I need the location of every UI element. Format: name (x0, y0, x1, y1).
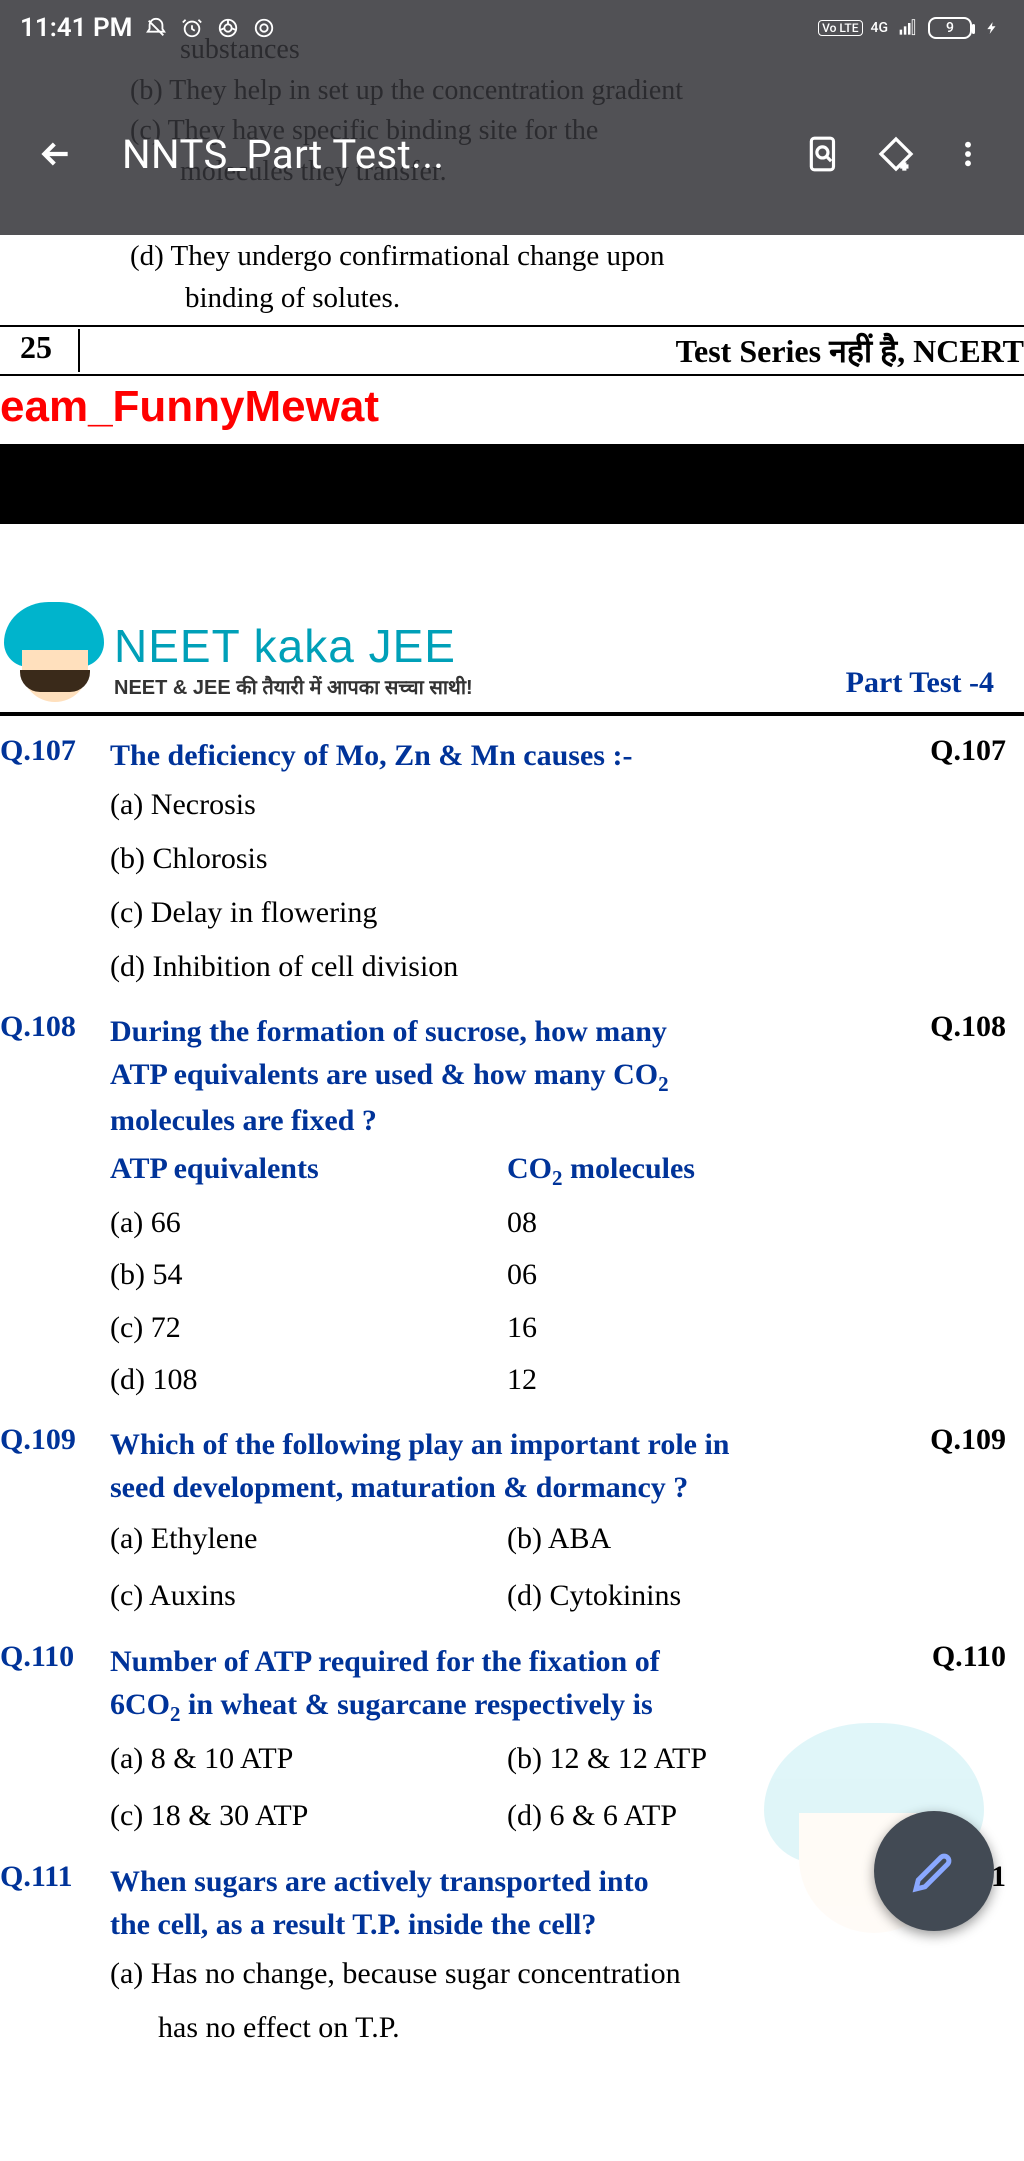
question-109: Q.109 Which of the following play an imp… (0, 1415, 1024, 1632)
volte-icon: Vo LTE (818, 20, 862, 36)
status-time: 11:41 PM (20, 13, 132, 43)
chrome-icon (216, 16, 240, 40)
option-a: (a) 66 (110, 1197, 507, 1250)
page-number: 25 (0, 329, 80, 372)
option-a: (a) Necrosis (110, 778, 904, 832)
charging-icon (980, 16, 1004, 40)
column-header: CO2 molecules (507, 1143, 904, 1197)
back-icon[interactable] (32, 130, 80, 178)
option-c: (c) Auxins (110, 1567, 507, 1624)
column-header: ATP equivalents (110, 1143, 507, 1197)
question-stem: Which of the following play an important… (110, 1423, 909, 1510)
option-d: (d) 108 (110, 1354, 507, 1407)
status-bar: 11:41 PM Vo LTE 4G 9 (0, 0, 1024, 55)
part-test-label: Part Test -4 (846, 666, 1014, 700)
question-side-number: Q.107 (909, 734, 1014, 768)
question-stem: During the formation of sucrose, how man… (110, 1010, 909, 1143)
doc-below-bar: (d) They undergo confirmational change u… (0, 235, 1024, 524)
brand-logo-icon (10, 610, 100, 700)
dnd-icon (144, 16, 168, 40)
option-c: (c) 18 & 30 ATP (110, 1787, 507, 1844)
option-b: (b) Chlorosis (110, 832, 904, 886)
question-number: Q.108 (0, 1010, 110, 1044)
option-value: 06 (507, 1249, 904, 1302)
mark-add-icon[interactable] (872, 130, 920, 178)
question-107: Q.107 The deficiency of Mo, Zn & Mn caus… (0, 726, 1024, 1002)
sync-icon (252, 16, 276, 40)
test-series-label: Test Series नहीं है, NCERT (676, 329, 1024, 372)
brand-title: NEET kaka JEE (114, 619, 473, 673)
option-a: (a) Has no change, because sugar concent… (110, 1947, 904, 2055)
brand-header: NEET kaka JEE NEET & JEE की तैयारी में आ… (0, 590, 1024, 708)
option-value: 16 (507, 1302, 904, 1355)
option-a: (a) 8 & 10 ATP (110, 1730, 507, 1787)
question-side-number: Q.110 (909, 1640, 1014, 1674)
question-number: Q.111 (0, 1860, 110, 1894)
divider (0, 712, 1024, 716)
page-gap (0, 444, 1024, 524)
question-number: Q.107 (0, 734, 110, 768)
doc-line: binding of solutes. (0, 277, 1024, 319)
alarm-icon (180, 16, 204, 40)
question-stem: When sugars are actively transported int… (110, 1860, 909, 1947)
option-c: (c) Delay in flowering (110, 886, 904, 940)
question-side-number: Q.109 (909, 1423, 1014, 1457)
edit-fab-button[interactable] (874, 1811, 994, 1931)
page-footer-bar: 25 Test Series नहीं है, NCERT (0, 325, 1024, 376)
option-value: 12 (507, 1354, 904, 1407)
option-d: (d) Inhibition of cell division (110, 940, 904, 994)
option-a: (a) Ethylene (110, 1510, 507, 1567)
option-value: 08 (507, 1197, 904, 1250)
watermark-text: eam_FunnyMewat (0, 376, 1024, 444)
app-title: NNTS_Part Test... (122, 131, 788, 178)
brand-subtitle: NEET & JEE की तैयारी में आपका सच्चा साथी… (114, 673, 473, 700)
network-label: 4G (871, 20, 889, 36)
question-side-number: Q.108 (909, 1010, 1014, 1044)
option-c: (c) 72 (110, 1302, 507, 1355)
doc-line: (d) They undergo confirmational change u… (0, 235, 1024, 277)
question-stem: The deficiency of Mo, Zn & Mn causes :- (110, 734, 909, 778)
battery-icon: 9 (928, 17, 972, 39)
option-d: (d) Cytokinins (507, 1567, 904, 1624)
question-111: Q.111 When sugars are actively transport… (0, 1852, 1024, 2063)
question-108: Q.108 During the formation of sucrose, h… (0, 1002, 1024, 1415)
question-number: Q.109 (0, 1423, 110, 1457)
option-b: (b) 54 (110, 1249, 507, 1302)
search-page-icon[interactable] (800, 130, 848, 178)
option-b: (b) ABA (507, 1510, 904, 1567)
question-stem: Number of ATP required for the fixation … (110, 1640, 909, 1730)
more-icon[interactable] (944, 130, 992, 178)
question-number: Q.110 (0, 1640, 110, 1674)
signal-icon (896, 16, 920, 40)
document-page[interactable]: NEET kaka JEE NEET & JEE की तैयारी में आ… (0, 590, 1024, 2063)
